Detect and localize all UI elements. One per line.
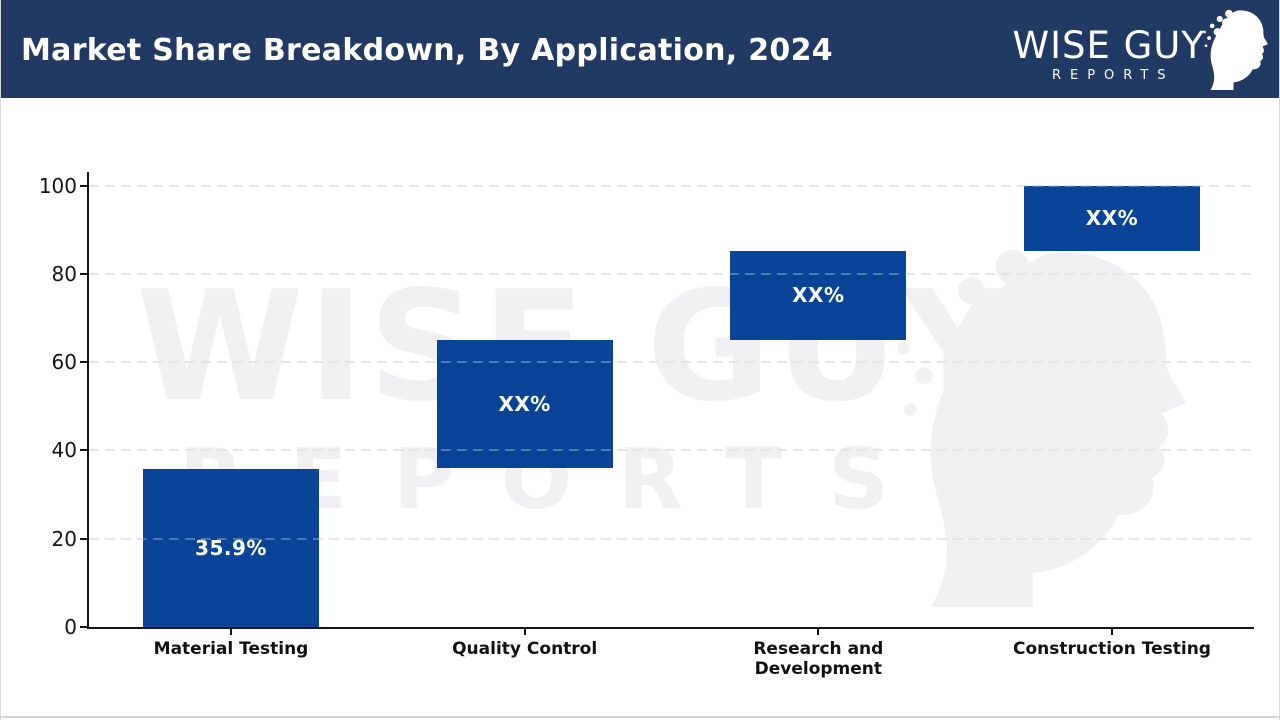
gridline bbox=[89, 449, 1254, 452]
brand-head-icon bbox=[1203, 9, 1268, 90]
y-tick-label: 0 bbox=[64, 615, 77, 639]
y-tick bbox=[80, 537, 88, 540]
x-axis-line bbox=[87, 627, 1254, 629]
y-tick-label: 80 bbox=[51, 261, 77, 286]
gridline-overlay bbox=[89, 184, 1254, 187]
y-tick bbox=[80, 361, 88, 364]
bar-value-label: XX% bbox=[498, 392, 551, 417]
x-category-label: Research and Development bbox=[753, 639, 884, 680]
brand-logo: WISE GUY REPORTS bbox=[1013, 6, 1271, 90]
gridline-overlay bbox=[89, 272, 1254, 275]
brand-name: WISE GUY bbox=[1012, 24, 1205, 68]
bar-value-label: XX% bbox=[1085, 206, 1139, 231]
x-tick bbox=[230, 629, 232, 635]
bar-quality-control: XX% bbox=[436, 340, 613, 469]
watermark-head-logo-icon bbox=[897, 250, 1186, 607]
gridline bbox=[89, 537, 1254, 540]
gridline-overlay bbox=[89, 537, 1254, 540]
y-tick bbox=[80, 449, 88, 452]
y-tick bbox=[80, 626, 88, 628]
brand-logo-text: WISE GUY REPORTS bbox=[1012, 24, 1205, 83]
x-category-label: Quality Control bbox=[452, 639, 598, 659]
x-category-label: Construction Testing bbox=[1013, 639, 1211, 659]
y-tick-label: 100 bbox=[38, 173, 77, 198]
y-tick-label: 60 bbox=[51, 350, 77, 375]
chart-title: Market Share Breakdown, By Application, … bbox=[21, 33, 833, 68]
header-bar: Market Share Breakdown, By Application, … bbox=[1, 0, 1279, 98]
gridline bbox=[89, 272, 1254, 275]
bar-construction-testing: XX% bbox=[1024, 185, 1200, 251]
x-tick bbox=[1111, 629, 1113, 635]
brand-subname: REPORTS bbox=[1051, 67, 1175, 83]
y-tick bbox=[80, 272, 88, 275]
bar-research-and-development: XX% bbox=[730, 250, 907, 340]
bar-value-label: XX% bbox=[792, 283, 845, 308]
bar-value-label: 35.9% bbox=[195, 535, 267, 560]
y-tick-label: 40 bbox=[51, 438, 77, 463]
x-category-label: Material Testing bbox=[153, 639, 309, 659]
y-axis-line bbox=[87, 172, 89, 629]
gridline bbox=[89, 361, 1254, 364]
bar-material-testing: 35.9% bbox=[143, 468, 319, 627]
x-tick bbox=[523, 629, 526, 635]
gridline-overlay bbox=[89, 449, 1254, 452]
gridline-overlay bbox=[89, 361, 1254, 364]
x-tick bbox=[817, 629, 820, 635]
y-tick bbox=[80, 184, 88, 187]
bottom-border-line bbox=[1, 716, 1279, 718]
y-tick-label: 20 bbox=[51, 526, 77, 551]
gridline bbox=[89, 184, 1254, 187]
